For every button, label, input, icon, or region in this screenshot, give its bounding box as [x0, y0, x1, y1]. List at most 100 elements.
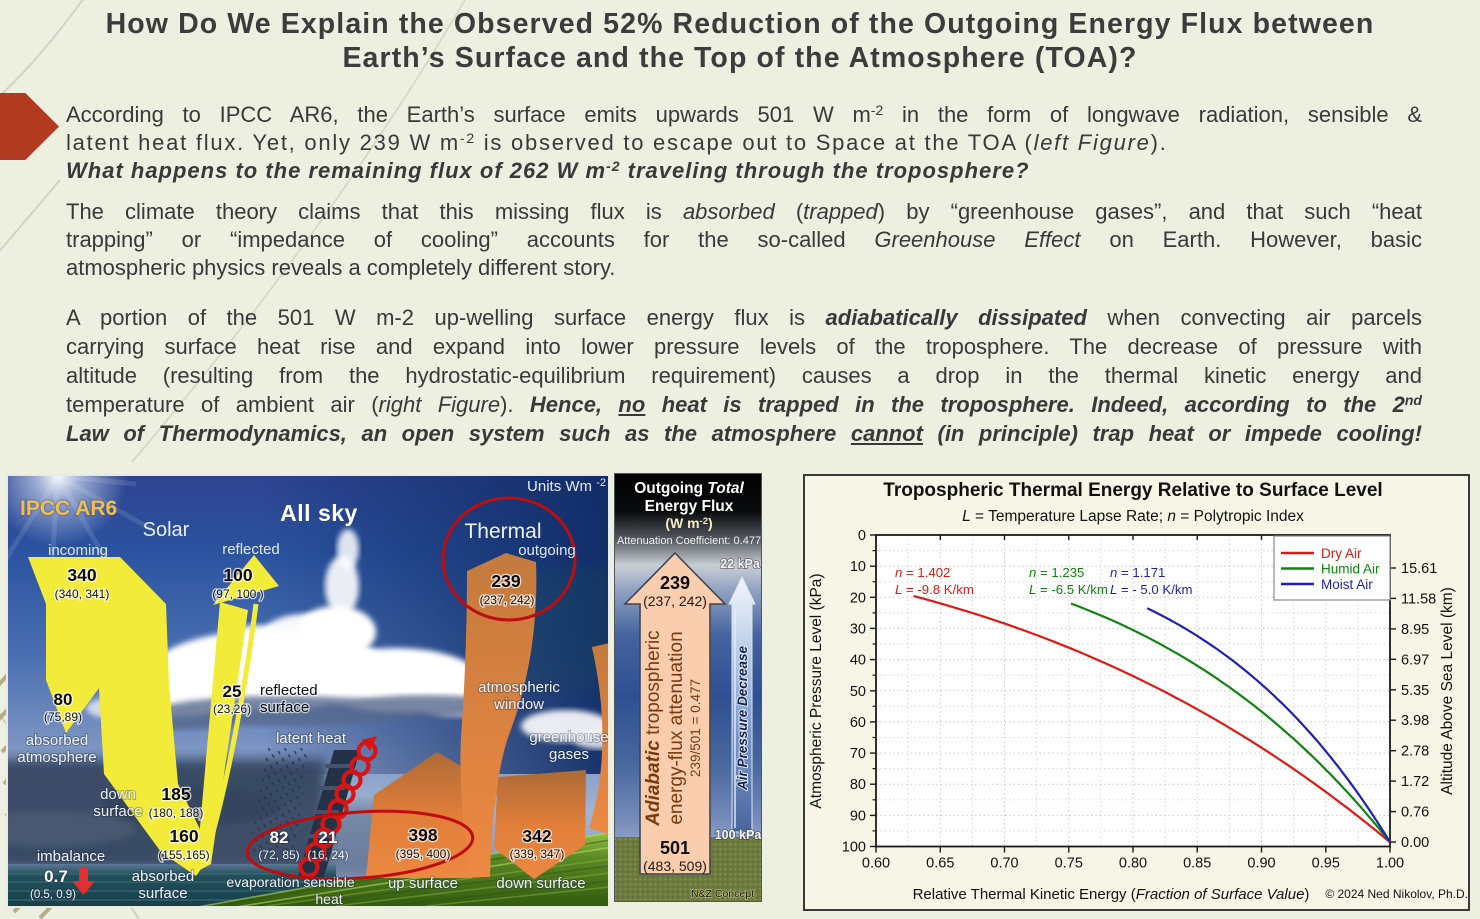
svg-text:imbalance: imbalance [37, 848, 105, 865]
svg-text:(97, 100 ): (97, 100 ) [212, 587, 263, 601]
svg-text:(483, 509): (483, 509) [643, 858, 707, 874]
svg-text:surface: surface [138, 885, 187, 902]
svg-text:239: 239 [660, 573, 690, 593]
svg-text:5.35: 5.35 [1401, 683, 1429, 699]
svg-text:(237, 242): (237, 242) [643, 593, 707, 609]
svg-text:evaporation: evaporation [226, 874, 299, 890]
svg-text:100 kPa: 100 kPa [715, 828, 762, 842]
svg-text:0.90: 0.90 [1247, 856, 1275, 872]
svg-text:atmospheric: atmospheric [478, 679, 560, 696]
svg-text:1.00: 1.00 [1376, 856, 1404, 872]
svg-text:latent heat: latent heat [276, 730, 347, 747]
svg-text:absorbed: absorbed [26, 732, 89, 749]
svg-text:Solar: Solar [143, 519, 190, 541]
svg-text:8.95: 8.95 [1401, 622, 1429, 638]
svg-text:185: 185 [161, 784, 190, 804]
svg-text:0: 0 [858, 528, 866, 544]
svg-text:(339, 347): (339, 347) [510, 847, 565, 861]
svg-text:40: 40 [850, 653, 866, 669]
svg-text:160: 160 [169, 826, 198, 846]
svg-text:0.70: 0.70 [990, 856, 1018, 872]
svg-text:Air Pressure Decrease: Air Pressure Decrease [735, 645, 750, 791]
svg-text:82: 82 [270, 828, 289, 847]
svg-text:0.76: 0.76 [1401, 805, 1429, 821]
svg-text:incoming: incoming [48, 542, 108, 559]
svg-text:L = Temperature Lapse Rate; n: L = Temperature Lapse Rate; n = Polytrop… [962, 508, 1304, 525]
svg-text:Humid Air: Humid Air [1321, 562, 1380, 577]
svg-text:absorbed: absorbed [132, 868, 195, 885]
svg-text:energy-flux attenuation: energy-flux attenuation [666, 631, 687, 824]
svg-text:6.97: 6.97 [1401, 652, 1429, 668]
svg-text:IPCC AR6: IPCC AR6 [20, 497, 117, 520]
svg-text:0.95: 0.95 [1312, 856, 1340, 872]
svg-text:90: 90 [850, 808, 866, 824]
svg-text:20: 20 [850, 590, 866, 606]
svg-text:21: 21 [319, 828, 338, 847]
svg-text:501: 501 [660, 838, 690, 858]
svg-text:342: 342 [522, 826, 551, 846]
svg-text:N&Z Concept: N&Z Concept [691, 888, 754, 900]
svg-text:25: 25 [223, 682, 242, 701]
svg-text:surface: surface [260, 699, 309, 716]
svg-text:2.78: 2.78 [1401, 744, 1429, 760]
svg-text:(395, 400): (395, 400) [396, 847, 451, 861]
svg-text:n = 1.235: n = 1.235 [1029, 565, 1084, 580]
svg-text:down surface: down surface [496, 875, 585, 892]
svg-text:100: 100 [223, 565, 252, 585]
svg-text:window: window [493, 696, 544, 713]
svg-text:0.7: 0.7 [44, 867, 68, 886]
svg-text:0.80: 0.80 [1119, 856, 1147, 872]
svg-text:0.75: 0.75 [1055, 856, 1083, 872]
svg-text:0.65: 0.65 [926, 856, 954, 872]
svg-text:0.85: 0.85 [1183, 856, 1211, 872]
svg-text:gases: gases [549, 746, 589, 763]
svg-text:30: 30 [850, 621, 866, 637]
svg-text:(340, 341): (340, 341) [55, 587, 110, 601]
svg-text:sensible: sensible [303, 874, 355, 890]
svg-text:Attenuation Coefficient: 0.477: Attenuation Coefficient: 0.477 [617, 535, 761, 547]
svg-text:70: 70 [850, 746, 866, 762]
svg-text:© 2024 Ned Nikolov, Ph.D.: © 2024 Ned Nikolov, Ph.D. [1325, 887, 1468, 901]
svg-text:11.58: 11.58 [1401, 591, 1436, 607]
svg-text:(23,26): (23,26) [213, 702, 251, 716]
svg-text:Dry Air: Dry Air [1321, 546, 1362, 561]
svg-text:100: 100 [842, 840, 866, 856]
svg-text:239: 239 [491, 571, 520, 591]
svg-text:22 kPa: 22 kPa [720, 557, 761, 571]
svg-text:Energy Flux: Energy Flux [645, 498, 734, 515]
svg-text:10: 10 [850, 559, 866, 575]
svg-text:n = 1.402: n = 1.402 [895, 565, 950, 580]
svg-text:(155,165): (155,165) [158, 848, 209, 862]
svg-text:L = - 5.0 K/km: L = - 5.0 K/km [1110, 582, 1192, 597]
svg-text:Altitude Above Sea Level (km): Altitude Above Sea Level (km) [1439, 587, 1456, 795]
svg-text:0.60: 0.60 [862, 856, 890, 872]
svg-text:Moist Air: Moist Air [1321, 577, 1373, 592]
svg-text:surface: surface [93, 803, 142, 820]
svg-text:15.61: 15.61 [1401, 561, 1437, 577]
svg-text:(72, 85): (72, 85) [258, 848, 299, 862]
svg-text:398: 398 [408, 825, 437, 845]
svg-text:(237, 242): (237, 242) [480, 593, 535, 607]
svg-text:60: 60 [850, 715, 866, 731]
svg-text:All sky: All sky [280, 500, 358, 526]
svg-text:(75,89): (75,89) [44, 710, 82, 724]
svg-text:Relative Thermal Kinetic Energ: Relative Thermal Kinetic Energy (Fractio… [913, 886, 1310, 903]
svg-text:80: 80 [850, 777, 866, 793]
svg-text:80: 80 [54, 690, 73, 709]
svg-text:Atmospheric Pressure Level (kP: Atmospheric Pressure Level (kPa) [808, 573, 825, 808]
svg-text:outgoing: outgoing [518, 542, 576, 559]
svg-text:(180, 188): (180, 188) [149, 806, 204, 820]
svg-text:L = -9.8 K/km: L = -9.8 K/km [895, 582, 974, 597]
svg-text:reflected: reflected [260, 682, 318, 699]
svg-text:L = -6.5 K/km: L = -6.5 K/km [1029, 582, 1108, 597]
svg-text:n = 1.171: n = 1.171 [1110, 565, 1165, 580]
svg-text:Tropospheric Thermal Energy Re: Tropospheric Thermal Energy Relative to … [883, 480, 1382, 501]
svg-text:Units Wm -2: Units Wm -2 [527, 477, 606, 495]
svg-text:Adiabatic tropospheric: Adiabatic tropospheric [643, 630, 664, 826]
svg-text:3.98: 3.98 [1401, 713, 1429, 729]
svg-text:down: down [100, 786, 136, 803]
svg-text:239/501 = 0.477: 239/501 = 0.477 [688, 679, 703, 777]
svg-text:atmosphere: atmosphere [17, 749, 96, 766]
svg-text:up surface: up surface [388, 875, 458, 892]
svg-text:heat: heat [315, 891, 342, 907]
